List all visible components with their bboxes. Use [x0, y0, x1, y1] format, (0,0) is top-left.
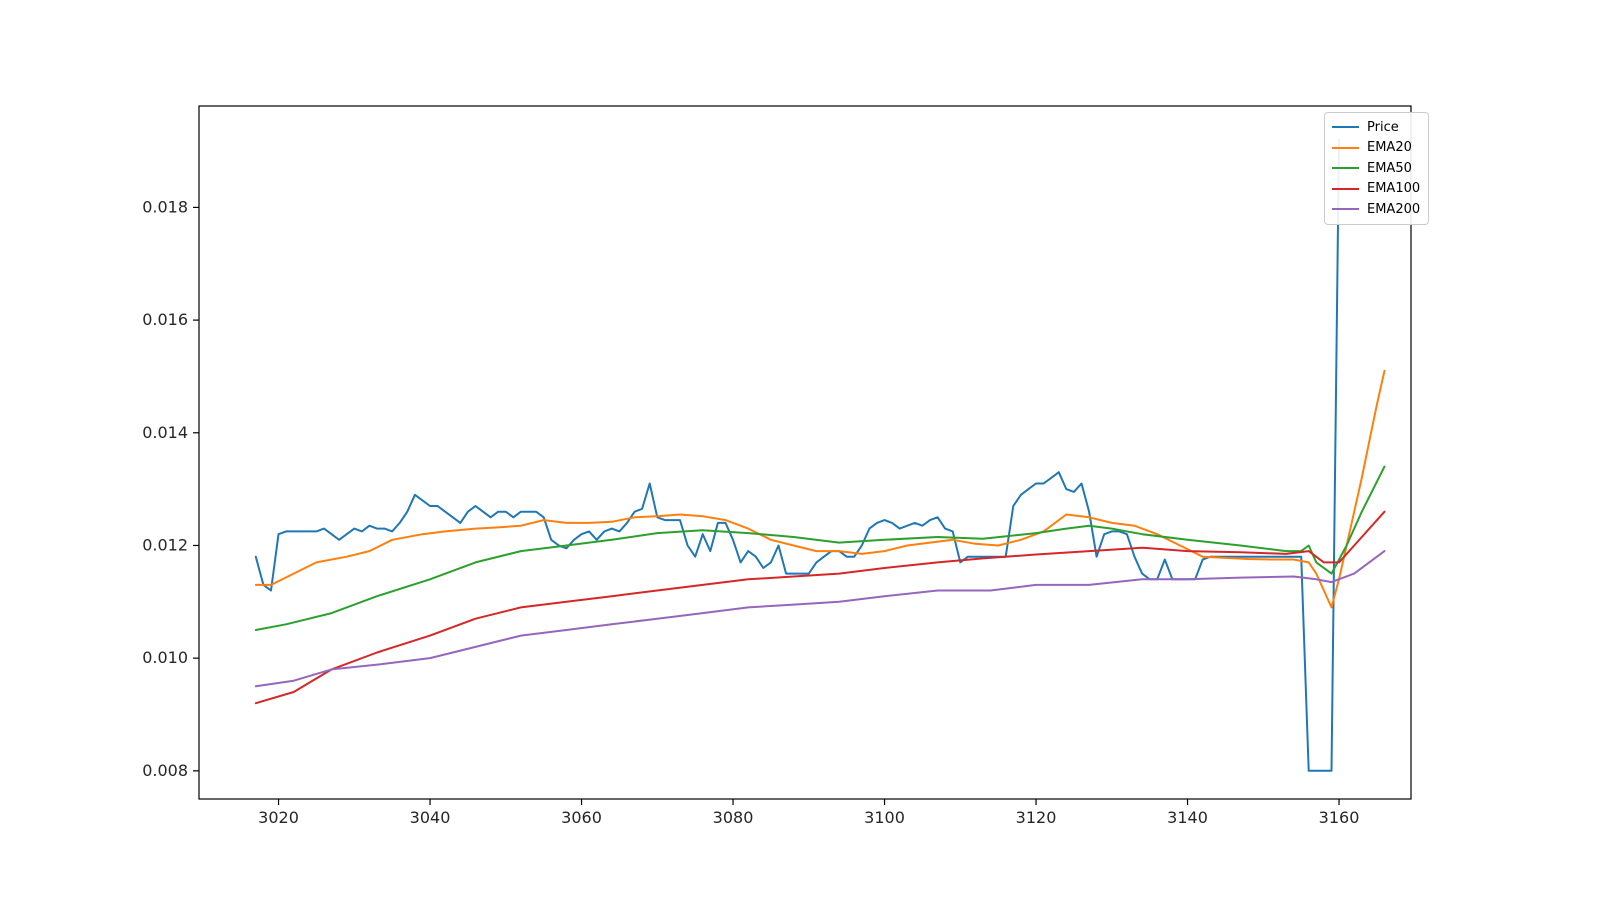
x-tick-label: 3100: [864, 808, 905, 827]
x-tick-label: 3060: [561, 808, 602, 827]
x-tick-label: 3020: [258, 808, 299, 827]
y-tick-label: 0.018: [142, 197, 188, 216]
y-tick-label: 0.016: [142, 310, 188, 329]
ema100-swatch-line-icon: [1332, 187, 1359, 190]
y-tick-label: 0.012: [142, 535, 188, 554]
y-tick-label: 0.010: [142, 648, 188, 667]
legend-entry-price: Price: [1332, 117, 1420, 138]
x-tick-label: 3040: [410, 808, 451, 827]
x-tick-label: 3160: [1319, 808, 1360, 827]
y-tick-label: 0.014: [142, 423, 188, 442]
legend-label-ema200: EMA200: [1367, 201, 1421, 217]
legend-entry-ema200: EMA200: [1332, 199, 1420, 220]
ema200-line: [254, 550, 1386, 688]
legend-entry-ema20: EMA20: [1332, 138, 1420, 159]
ema50-line: [254, 465, 1386, 631]
legend-label-ema20: EMA20: [1367, 140, 1412, 156]
ema200-swatch-line-icon: [1332, 208, 1359, 211]
legend-entry-ema100: EMA100: [1332, 179, 1420, 200]
legend: Price EMA20 EMA50 EMA100 EMA200: [1324, 112, 1430, 225]
legend-label-ema100: EMA100: [1367, 181, 1421, 197]
x-tick-label: 3140: [1167, 808, 1208, 827]
price-line: [254, 138, 1340, 772]
legend-label-price: Price: [1367, 119, 1399, 135]
ema20-swatch-line-icon: [1332, 146, 1359, 149]
plot-border: [198, 105, 1412, 800]
y-tick-label: 0.008: [142, 761, 188, 780]
legend-entry-ema50: EMA50: [1332, 158, 1420, 179]
ema50-swatch-line-icon: [1332, 167, 1359, 170]
ema20-line: [254, 369, 1386, 609]
legend-label-ema50: EMA50: [1367, 160, 1412, 176]
x-tick-label: 3120: [1016, 808, 1057, 827]
price-swatch-line-icon: [1332, 126, 1359, 129]
x-tick-label: 3080: [713, 808, 754, 827]
ema100-line: [254, 510, 1386, 705]
